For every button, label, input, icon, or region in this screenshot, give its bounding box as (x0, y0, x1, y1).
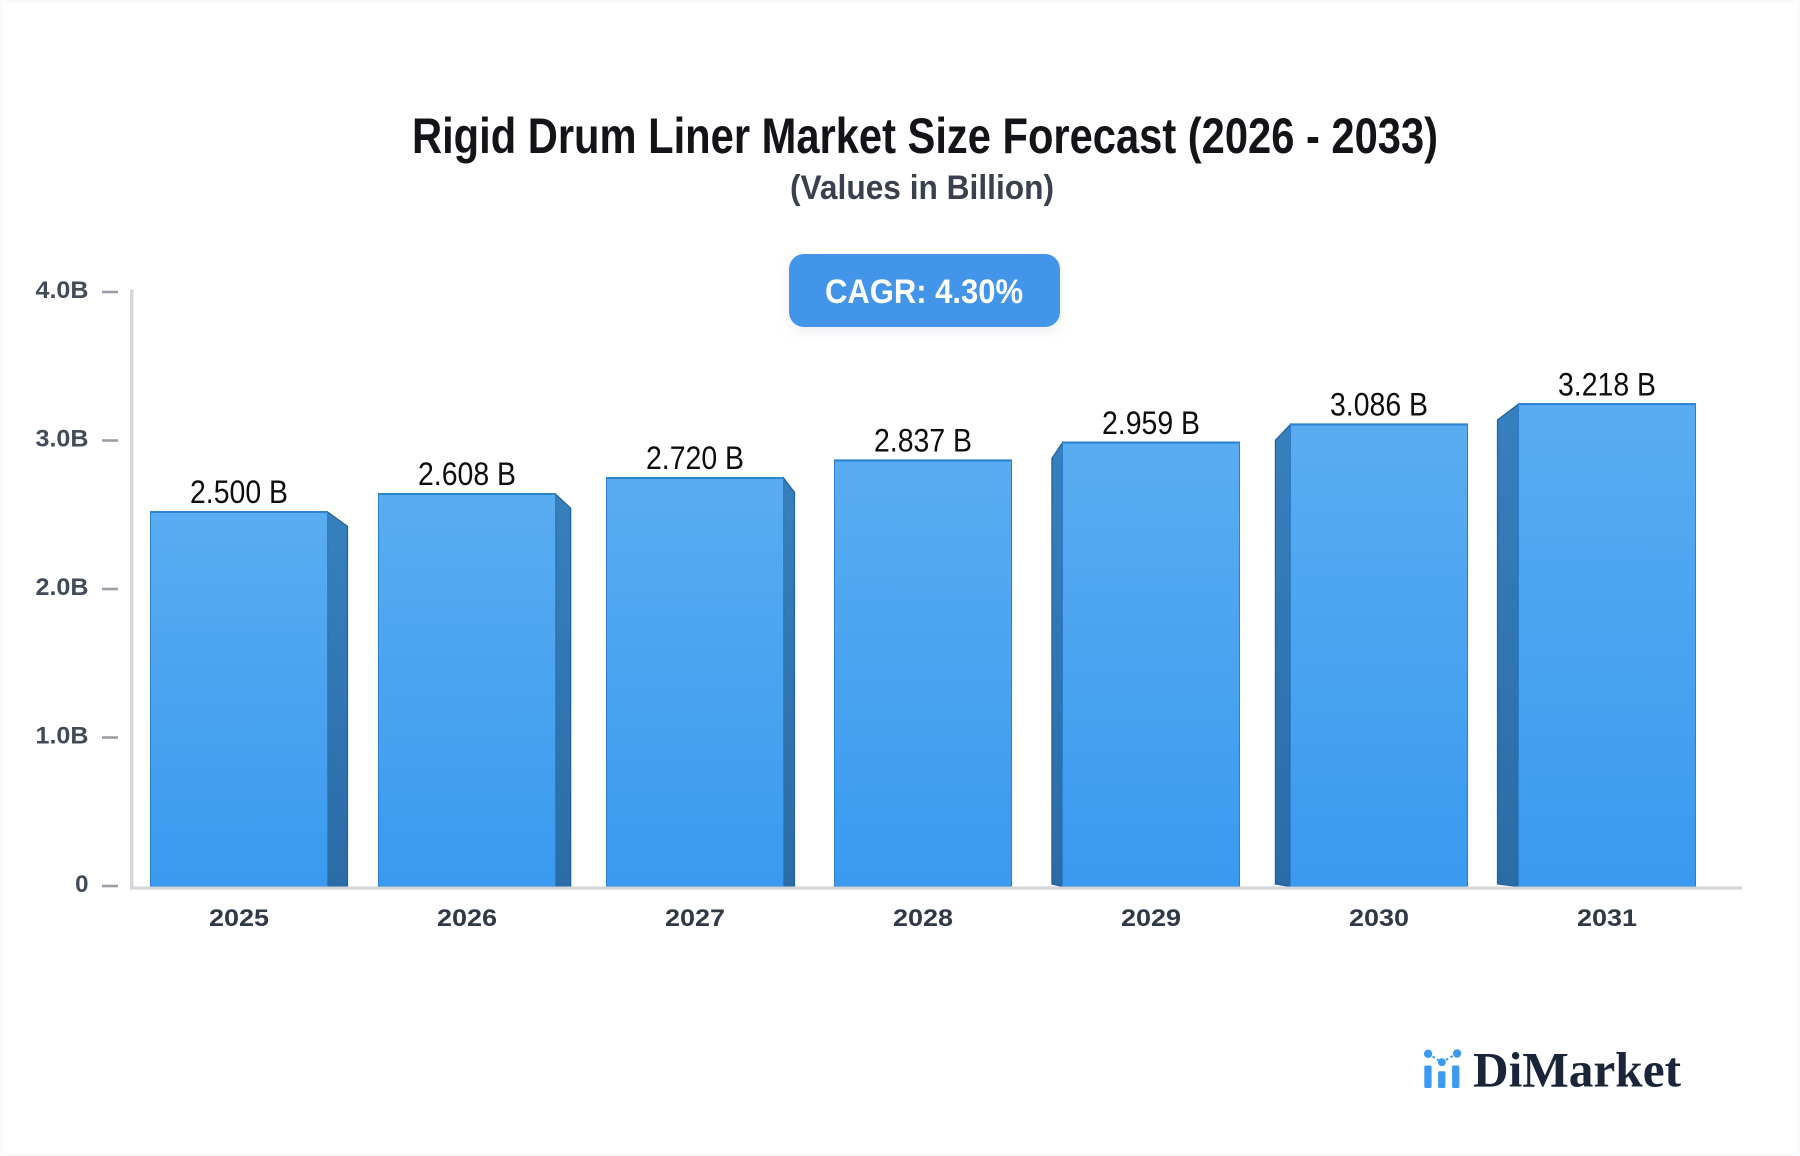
svg-text:CAGR: 4.30%: CAGR: 4.30% (825, 273, 1023, 311)
svg-text:2030: 2030 (1349, 905, 1409, 932)
svg-text:3.218 B: 3.218 B (1558, 366, 1656, 402)
svg-text:2.0B: 2.0B (36, 574, 89, 601)
svg-text:DiMarket: DiMarket (1473, 1042, 1681, 1098)
svg-text:2031: 2031 (1577, 905, 1637, 932)
svg-text:4.0B: 4.0B (36, 277, 89, 304)
svg-text:2028: 2028 (893, 905, 953, 932)
svg-text:(Values in Billion): (Values in Billion) (790, 169, 1054, 207)
svg-text:3.0B: 3.0B (36, 426, 89, 453)
svg-text:2.959 B: 2.959 B (1102, 405, 1200, 441)
svg-text:0: 0 (75, 871, 88, 898)
svg-text:2.720 B: 2.720 B (646, 440, 744, 476)
svg-text:2029: 2029 (1121, 905, 1181, 932)
svg-text:2.608 B: 2.608 B (418, 456, 516, 492)
svg-text:Rigid Drum Liner Market Size F: Rigid Drum Liner Market Size Forecast (2… (412, 108, 1438, 164)
svg-text:2.837 B: 2.837 B (874, 423, 972, 459)
svg-text:1.0B: 1.0B (36, 723, 89, 750)
svg-text:2025: 2025 (209, 905, 269, 932)
svg-text:2026: 2026 (437, 905, 497, 932)
svg-text:2.500 B: 2.500 B (190, 474, 288, 510)
svg-text:2027: 2027 (665, 905, 725, 932)
svg-text:3.086 B: 3.086 B (1330, 387, 1428, 423)
